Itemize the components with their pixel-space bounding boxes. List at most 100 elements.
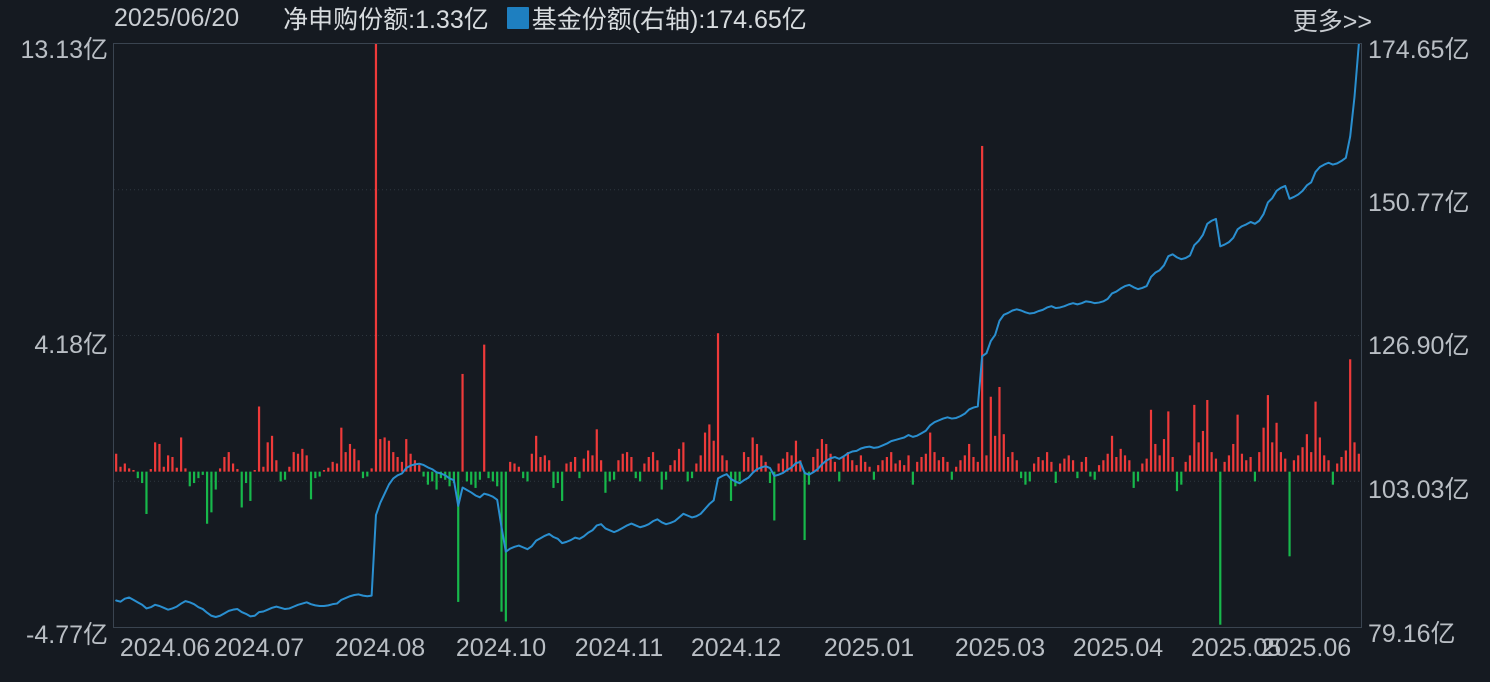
bar (1102, 460, 1105, 472)
bar (903, 465, 906, 472)
bar (340, 427, 343, 472)
bar (916, 461, 919, 472)
bar (1227, 455, 1231, 472)
bar (1084, 456, 1088, 472)
bar (513, 463, 516, 472)
bar (348, 443, 352, 472)
bar (842, 456, 845, 472)
y-axis-right-tick-2: 126.90亿 (1368, 332, 1470, 360)
bar (907, 455, 910, 472)
bar (673, 460, 676, 472)
bar (760, 455, 763, 472)
bar (937, 460, 940, 472)
bar (1327, 460, 1330, 472)
bar (574, 456, 577, 472)
bar (1149, 409, 1153, 472)
legend-item-net-subscription[interactable]: 净申购份额:1.33亿 (257, 0, 489, 36)
bar (898, 460, 901, 472)
bar (924, 453, 927, 472)
bar (1357, 453, 1360, 472)
x-axis-tick-10: 2025.06 (1260, 634, 1352, 662)
legend-date: 2025/06/20 (114, 3, 240, 32)
bar (569, 461, 572, 472)
bar (543, 455, 546, 472)
bar (149, 469, 152, 472)
bar (210, 471, 213, 513)
bar (994, 435, 997, 472)
bar (972, 456, 975, 472)
bar (392, 452, 395, 472)
bar (799, 460, 802, 472)
bar (998, 386, 1001, 472)
bar-series-net-subscription (115, 44, 1360, 625)
bar (859, 455, 862, 472)
legend-swatch-bar-icon (257, 7, 280, 29)
bar (1063, 458, 1066, 472)
bar (1336, 463, 1339, 472)
chart-plot-area[interactable] (113, 43, 1362, 628)
bar (864, 461, 867, 472)
bar (1145, 458, 1148, 472)
bar (729, 471, 733, 501)
bar (262, 466, 265, 472)
bar (838, 471, 841, 482)
chart-canvas (114, 44, 1361, 625)
bar (457, 471, 460, 602)
bar (1219, 471, 1222, 625)
bar (478, 471, 481, 480)
bar (353, 448, 356, 472)
bar (1201, 430, 1205, 472)
y-axis-left-tick-0: 13.13亿 (20, 36, 108, 64)
bar (621, 453, 624, 472)
bar (1089, 471, 1092, 477)
bar (1067, 455, 1070, 472)
bar (561, 471, 564, 501)
bar (985, 455, 988, 472)
bar (227, 452, 230, 472)
more-link[interactable]: 更多>> (1292, 8, 1372, 36)
bar (1115, 456, 1118, 472)
bar (1253, 471, 1257, 482)
bar (1093, 471, 1096, 480)
bar (123, 463, 126, 472)
bar (716, 333, 720, 472)
bar (734, 471, 737, 487)
bar (1002, 434, 1005, 472)
bar (309, 471, 313, 500)
bar (1214, 458, 1218, 472)
bar (981, 145, 984, 472)
bar (664, 471, 668, 480)
legend-item-fund-shares[interactable]: 基金份额(右轴):174.65亿 (506, 0, 807, 36)
bar (201, 471, 204, 475)
bar (1041, 460, 1044, 472)
bar (712, 440, 715, 472)
bar (1045, 452, 1049, 472)
bar (881, 460, 884, 472)
bar (175, 467, 178, 472)
bar (1110, 435, 1114, 472)
y-axis-right-tick-3: 103.03亿 (1368, 476, 1470, 504)
bar (1097, 465, 1101, 472)
bar (1210, 452, 1213, 472)
bar (483, 344, 486, 472)
bar (1119, 448, 1122, 472)
bar (249, 471, 252, 501)
bar (1020, 471, 1023, 479)
bar (1223, 461, 1226, 472)
bar (755, 443, 759, 472)
bar (552, 471, 555, 488)
bar (1271, 442, 1274, 472)
bar (383, 437, 386, 472)
bar (1262, 427, 1265, 472)
bar (1275, 422, 1278, 472)
y-axis-left-tick-1: 4.18亿 (34, 331, 108, 359)
bar (132, 470, 135, 472)
bar (236, 469, 239, 472)
line-series-fund-shares (115, 44, 1360, 618)
bar (500, 471, 503, 612)
bar (292, 452, 295, 472)
bar (725, 460, 728, 472)
bar (1015, 460, 1018, 472)
bar (188, 471, 191, 487)
